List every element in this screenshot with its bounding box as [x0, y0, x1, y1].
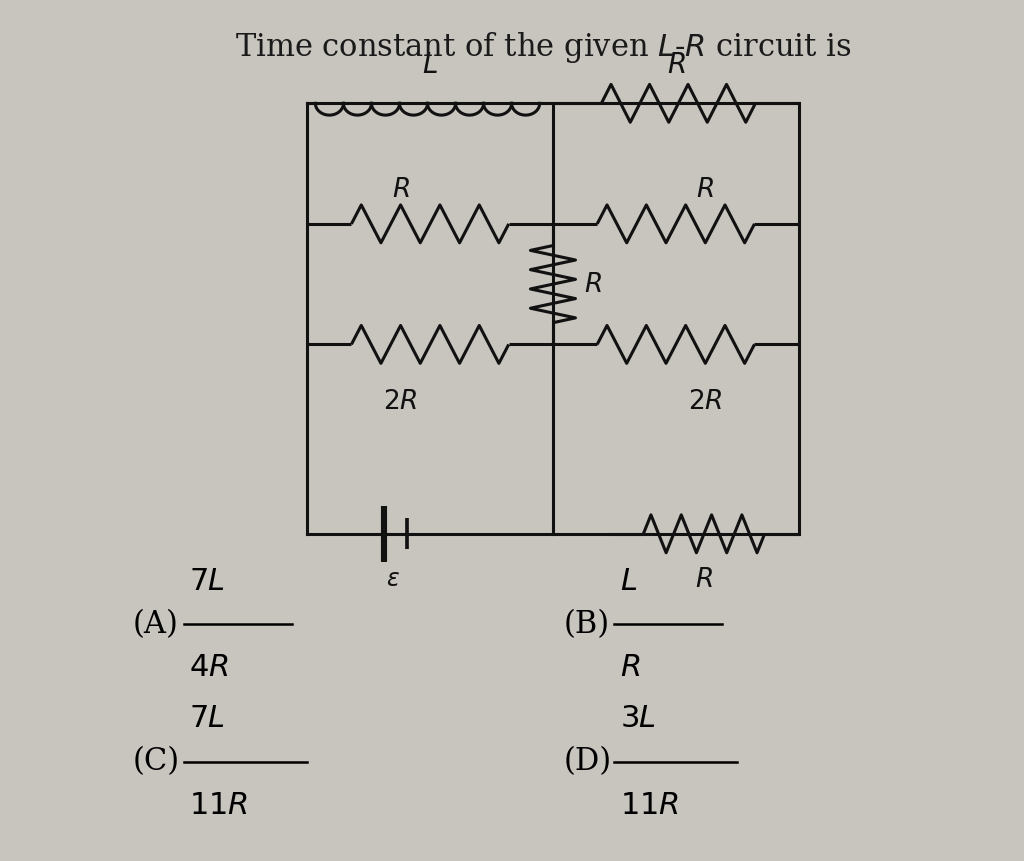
- Text: $2R$: $2R$: [688, 389, 723, 414]
- Text: $L$: $L$: [422, 53, 438, 79]
- Text: $2R$: $2R$: [383, 389, 418, 414]
- Text: $4R$: $4R$: [189, 652, 229, 683]
- Text: $11R$: $11R$: [620, 790, 679, 821]
- Text: $L$: $L$: [620, 566, 637, 597]
- Text: $7L$: $7L$: [189, 566, 225, 597]
- Text: (B): (B): [563, 609, 609, 640]
- Text: (D): (D): [563, 746, 611, 777]
- Text: $3L$: $3L$: [620, 703, 655, 734]
- Text: $\varepsilon$: $\varepsilon$: [386, 568, 400, 592]
- Text: $R$: $R$: [696, 177, 715, 202]
- Text: $R$: $R$: [695, 567, 713, 592]
- Text: $R$: $R$: [667, 53, 685, 79]
- Text: Time constant of the given $L$-$R$ circuit is: Time constant of the given $L$-$R$ circu…: [234, 30, 851, 65]
- Text: $R$: $R$: [620, 652, 640, 683]
- Text: $R$: $R$: [391, 177, 410, 202]
- Text: $11R$: $11R$: [189, 790, 249, 821]
- Text: $7L$: $7L$: [189, 703, 225, 734]
- Text: (C): (C): [133, 746, 180, 777]
- Text: $R$: $R$: [584, 271, 601, 297]
- Text: (A): (A): [133, 609, 179, 640]
